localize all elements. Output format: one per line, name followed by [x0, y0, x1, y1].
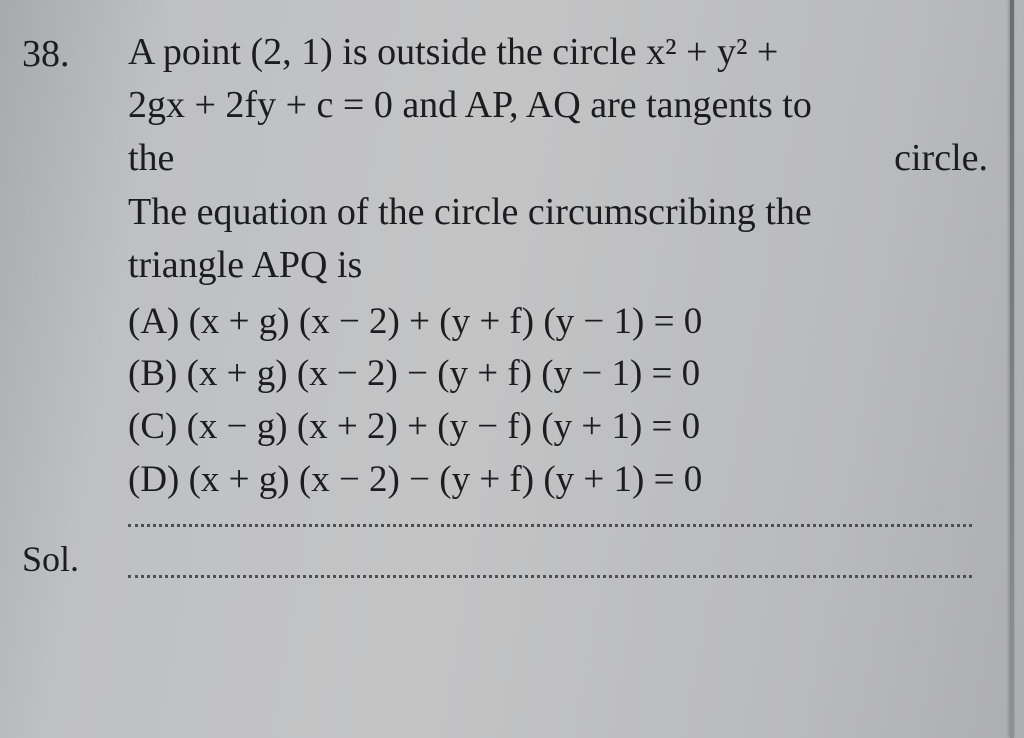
stem-line-3-right: circle. [894, 132, 988, 185]
stem-line-5: triangle APQ is [128, 239, 988, 292]
answer-line [128, 524, 972, 527]
option-c: (C) (x − g) (x + 2) + (y − f) (y + 1) = … [128, 401, 988, 454]
right-vertical-separator [1010, 0, 1014, 738]
question-body: A point (2, 1) is outside the circle x² … [128, 26, 1002, 506]
stem-line-3: the circle. [128, 132, 988, 185]
question-row: 38. A point (2, 1) is outside the circle… [22, 26, 1002, 506]
answer-line [128, 575, 972, 578]
stem-line-1: A point (2, 1) is outside the circle x² … [128, 26, 988, 79]
option-d: (D) (x + g) (x − 2) − (y + f) (y + 1) = … [128, 454, 988, 507]
option-b: (B) (x + g) (x − 2) − (y + f) (y − 1) = … [128, 348, 988, 401]
question-number: 38. [22, 26, 128, 78]
solution-row: Sol. [22, 506, 1002, 626]
stem-line-3-left: the [128, 132, 174, 185]
page: 38. A point (2, 1) is outside the circle… [0, 0, 1024, 738]
stem-line-2: 2gx + 2fy + c = 0 and AP, AQ are tangent… [128, 79, 988, 132]
options: (A) (x + g) (x − 2) + (y + f) (y − 1) = … [128, 296, 988, 506]
answer-lines [128, 506, 1002, 626]
stem-line-4: The equation of the circle circumscribin… [128, 186, 988, 239]
option-a: (A) (x + g) (x − 2) + (y + f) (y − 1) = … [128, 296, 988, 349]
solution-label: Sol. [22, 506, 128, 580]
